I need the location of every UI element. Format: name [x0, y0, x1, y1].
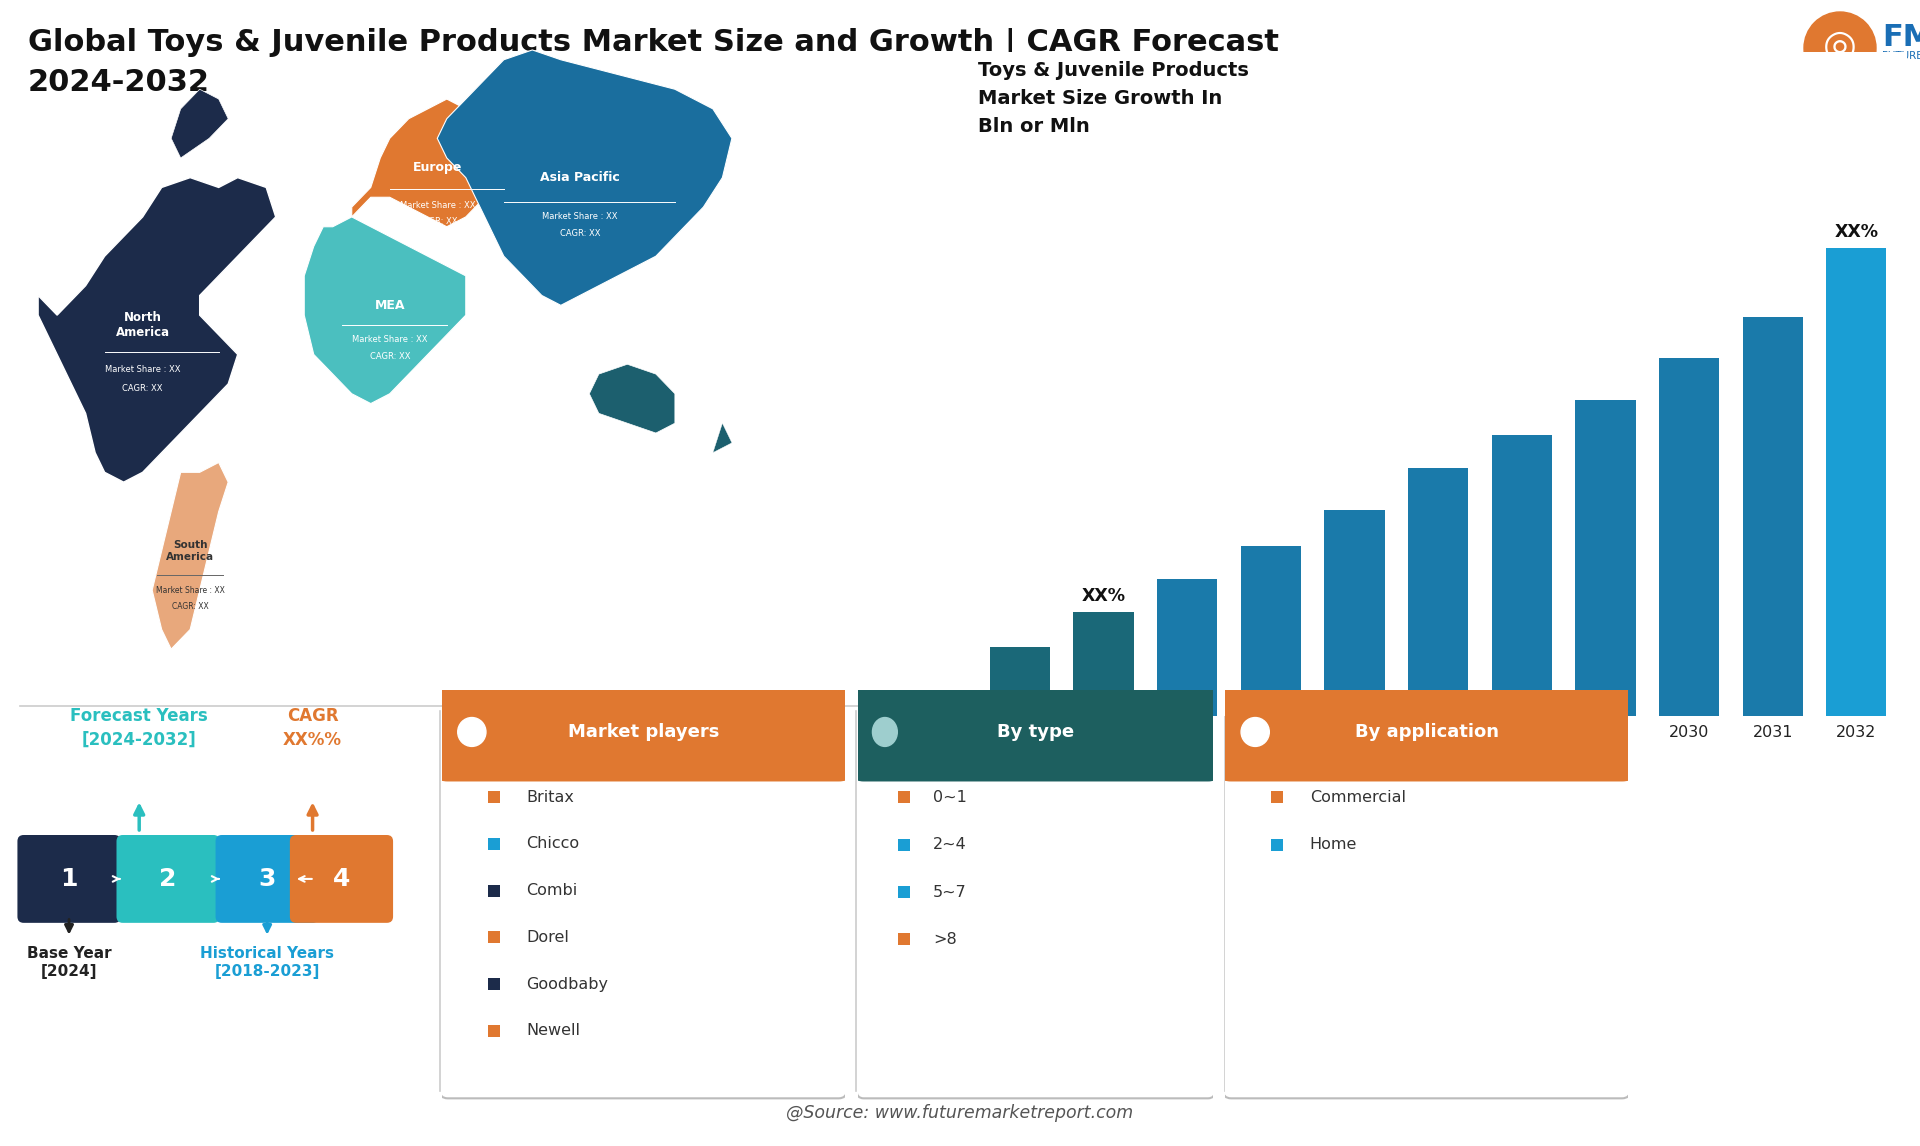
Text: Market players: Market players: [568, 723, 718, 741]
Bar: [1492, 435, 1551, 716]
Text: 4: 4: [332, 866, 349, 890]
FancyBboxPatch shape: [856, 764, 1215, 1098]
Text: CAGR
XX%%: CAGR XX%%: [282, 707, 342, 749]
Bar: [1073, 612, 1133, 716]
Circle shape: [1240, 717, 1269, 746]
Text: Asia Pacific: Asia Pacific: [540, 171, 620, 185]
Text: CAGR: XX: CAGR: XX: [171, 603, 209, 611]
Text: Goodbaby: Goodbaby: [526, 976, 609, 991]
Text: 2024-2032: 2024-2032: [29, 68, 209, 97]
Circle shape: [457, 717, 486, 746]
Polygon shape: [712, 423, 732, 453]
Text: Combi: Combi: [526, 884, 578, 898]
Text: By application: By application: [1356, 723, 1498, 741]
Text: Market Share : XX: Market Share : XX: [541, 212, 618, 221]
Polygon shape: [589, 364, 676, 433]
Text: Toys & Juvenile Products
Market Size Growth In
Bln or Mln: Toys & Juvenile Products Market Size Gro…: [977, 61, 1248, 136]
Bar: [989, 647, 1050, 716]
Text: >8: >8: [933, 932, 956, 947]
FancyBboxPatch shape: [430, 683, 856, 782]
Bar: [1659, 359, 1718, 716]
Circle shape: [872, 717, 897, 746]
Text: Market Share : XX: Market Share : XX: [399, 201, 474, 210]
Text: 0~1: 0~1: [933, 790, 966, 804]
Bar: [1743, 317, 1803, 716]
Polygon shape: [351, 99, 513, 227]
Bar: [1826, 249, 1887, 716]
FancyBboxPatch shape: [117, 835, 219, 923]
FancyBboxPatch shape: [290, 835, 394, 923]
Polygon shape: [303, 217, 467, 403]
Text: Europe: Europe: [413, 162, 463, 174]
Text: Home: Home: [1309, 837, 1357, 853]
Text: FUTURE MARKET REPORT: FUTURE MARKET REPORT: [1882, 52, 1920, 61]
Text: Market Share : XX: Market Share : XX: [106, 364, 180, 374]
Text: Historical Years
[2018-2023]: Historical Years [2018-2023]: [200, 945, 334, 980]
Text: ◎: ◎: [1824, 28, 1857, 65]
FancyBboxPatch shape: [1223, 764, 1630, 1098]
Bar: [1158, 579, 1217, 716]
Text: Dorel: Dorel: [526, 929, 568, 945]
Text: 5~7: 5~7: [933, 885, 966, 900]
Bar: [1325, 510, 1384, 716]
Text: Commercial: Commercial: [1309, 790, 1405, 804]
Text: CAGR: XX: CAGR: XX: [123, 384, 163, 393]
Text: MEA: MEA: [374, 299, 405, 312]
Polygon shape: [171, 89, 228, 158]
Bar: [1407, 469, 1469, 716]
Text: FMR: FMR: [1882, 24, 1920, 53]
Text: CAGR: XX: CAGR: XX: [559, 229, 601, 238]
Text: 1: 1: [60, 866, 79, 890]
Bar: [1574, 400, 1636, 716]
Polygon shape: [152, 463, 228, 649]
Text: Market Share : XX: Market Share : XX: [156, 586, 225, 595]
Text: South
America: South America: [167, 540, 215, 562]
Text: By type: By type: [996, 723, 1075, 741]
Text: CAGR: XX: CAGR: XX: [417, 218, 457, 226]
Text: Forecast Years
[2024-2032]: Forecast Years [2024-2032]: [71, 707, 207, 749]
Text: 2: 2: [159, 866, 177, 890]
FancyBboxPatch shape: [440, 764, 847, 1098]
FancyBboxPatch shape: [215, 835, 319, 923]
Circle shape: [1805, 11, 1876, 84]
Text: @Source: www.futuremarketreport.com: @Source: www.futuremarketreport.com: [787, 1104, 1133, 1122]
FancyBboxPatch shape: [17, 835, 121, 923]
Text: XX%: XX%: [1834, 223, 1878, 242]
Text: Newell: Newell: [526, 1023, 580, 1038]
Text: North
America: North America: [115, 311, 169, 339]
Bar: [1240, 545, 1302, 716]
Text: CAGR: XX: CAGR: XX: [369, 352, 411, 361]
Text: Global Toys & Juvenile Products Market Size and Growth | CAGR Forecast: Global Toys & Juvenile Products Market S…: [29, 28, 1279, 58]
Text: Britax: Britax: [526, 790, 574, 804]
Text: XX%: XX%: [1081, 587, 1125, 605]
Text: Market Share : XX: Market Share : XX: [351, 336, 428, 344]
Polygon shape: [38, 178, 276, 482]
Polygon shape: [438, 50, 732, 305]
Text: 3: 3: [259, 866, 276, 890]
Text: Chicco: Chicco: [526, 837, 580, 851]
Text: 2~4: 2~4: [933, 837, 966, 853]
Text: Base Year
[2024]: Base Year [2024]: [27, 945, 111, 980]
FancyBboxPatch shape: [849, 683, 1223, 782]
FancyBboxPatch shape: [1213, 683, 1640, 782]
